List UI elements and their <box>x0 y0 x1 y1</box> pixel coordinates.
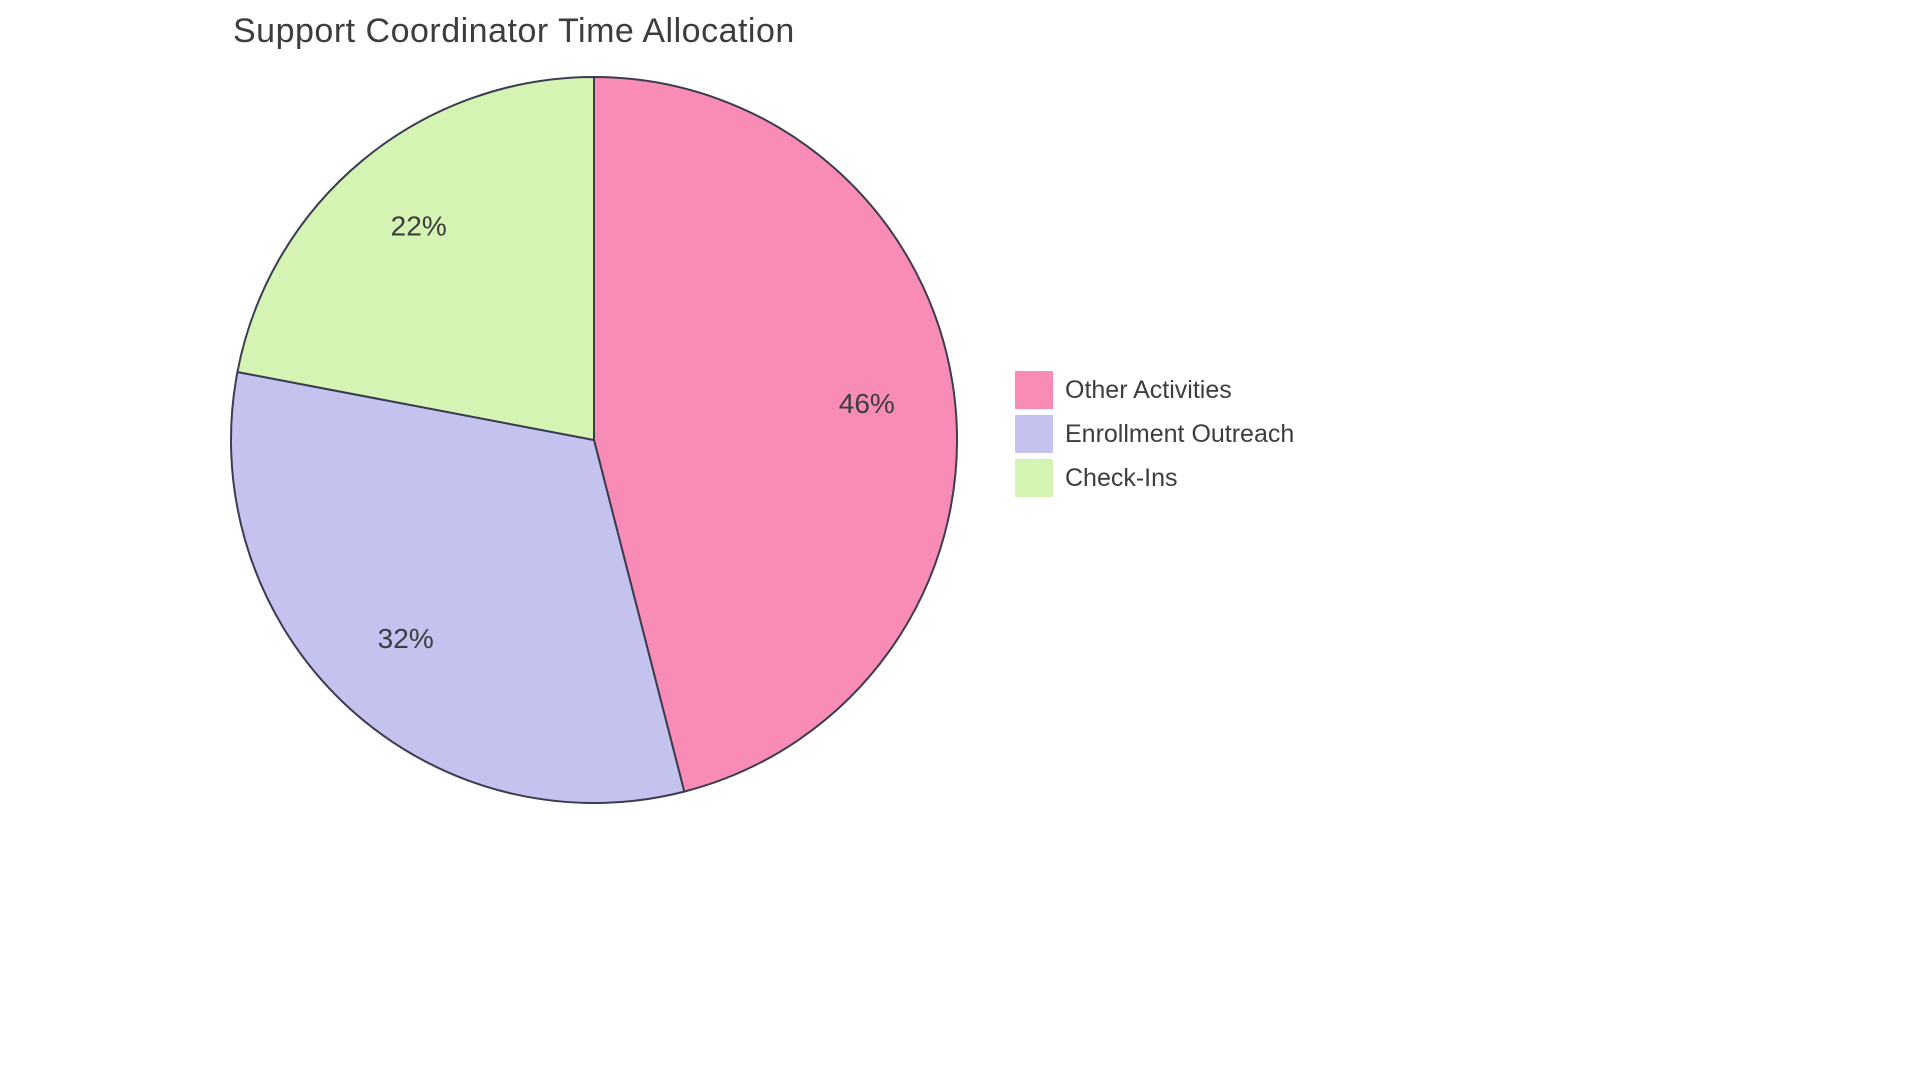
pie-slice <box>230 370 686 804</box>
chart-legend: Other Activities Enrollment Outreach Check… <box>1015 371 1294 497</box>
pie-slice <box>236 76 595 441</box>
legend-item: Other Activities <box>1015 371 1294 409</box>
pie-slices <box>230 76 958 804</box>
legend-swatch <box>1015 371 1053 409</box>
legend-label: Other Activities <box>1065 375 1232 404</box>
legend-swatch <box>1015 459 1053 497</box>
pie-slice <box>593 76 958 793</box>
legend-swatch <box>1015 415 1053 453</box>
legend-item: Enrollment Outreach <box>1015 415 1294 453</box>
legend-label: Check-Ins <box>1065 463 1178 492</box>
legend-item: Check-Ins <box>1015 459 1294 497</box>
pie-slice-label: 46% <box>839 388 895 419</box>
pie-slice-label: 32% <box>378 623 434 654</box>
pie-slice-labels: 46% 32% 22% <box>378 210 895 653</box>
chart-title: Support Coordinator Time Allocation <box>233 12 795 50</box>
legend-label: Enrollment Outreach <box>1065 419 1295 448</box>
pie-slice-label: 22% <box>391 210 447 241</box>
